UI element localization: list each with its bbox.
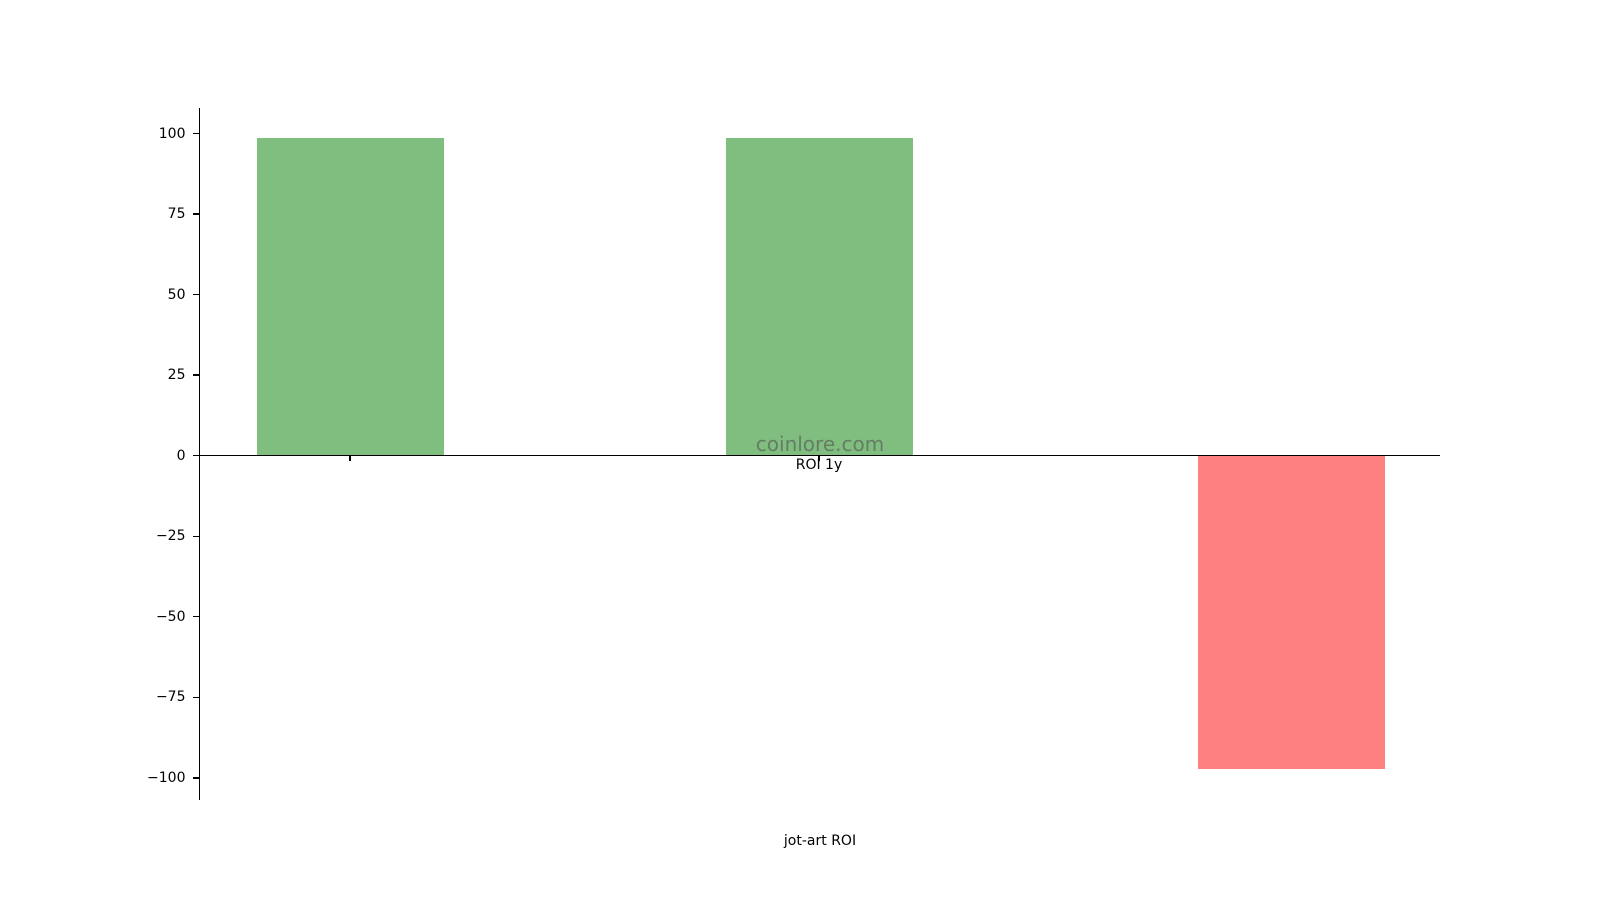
- y-tick-label: 25: [167, 367, 186, 384]
- y-tick-label: −100: [147, 769, 186, 786]
- y-tick-label: −75: [155, 689, 186, 706]
- y-tick-mark: [193, 696, 199, 698]
- negative-roi-bar: [1197, 456, 1385, 769]
- y-tick-label: 0: [176, 447, 186, 464]
- y-tick-mark: [193, 535, 199, 537]
- y-axis-spine: [198, 108, 201, 800]
- y-tick-label: 75: [167, 206, 186, 223]
- x-tick-label: ROI 1y: [795, 457, 843, 474]
- positive-roi-bar: [725, 138, 913, 456]
- x-axis-title: jot-art ROI: [783, 833, 857, 849]
- y-tick-mark: [193, 374, 199, 376]
- y-tick-label: 100: [158, 125, 186, 142]
- positive-roi-bar: [256, 138, 444, 456]
- y-tick-mark: [193, 777, 199, 779]
- y-tick-mark: [193, 455, 199, 457]
- y-tick-mark: [193, 132, 199, 135]
- watermark-text: coinlore.com: [755, 432, 885, 456]
- y-tick-mark: [193, 293, 199, 296]
- x-axis-zero-line: [198, 455, 1441, 457]
- y-tick-mark: [193, 616, 199, 618]
- x-tick-mark: [818, 455, 820, 462]
- y-tick-label: −50: [155, 608, 186, 625]
- y-tick-mark: [193, 213, 199, 215]
- y-tick-label: 50: [167, 286, 186, 303]
- y-tick-label: −25: [155, 528, 186, 545]
- x-tick-mark: [349, 455, 351, 462]
